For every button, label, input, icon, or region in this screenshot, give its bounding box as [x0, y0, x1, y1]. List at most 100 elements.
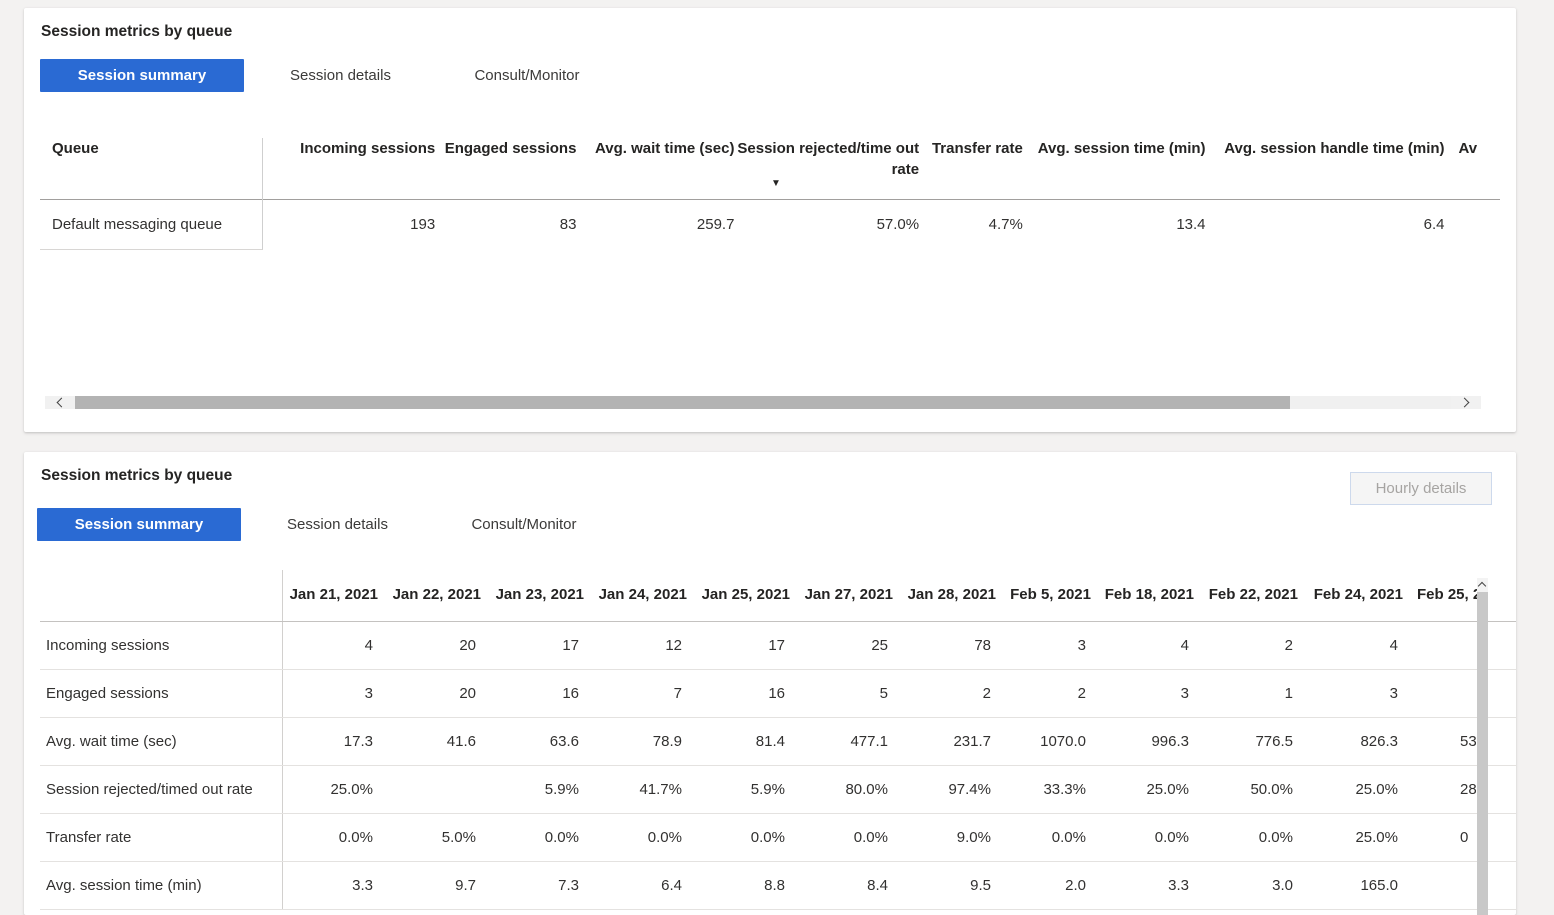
matrix-cell: 17	[768, 637, 785, 654]
scroll-right-button[interactable]	[1451, 396, 1481, 409]
matrix-cell: 5	[879, 685, 888, 702]
matrix-cell: 3.3	[1168, 877, 1189, 894]
matrix-cell: 3	[1077, 637, 1086, 654]
table-row[interactable]: Default messaging queue 193 83 259.7 57.…	[40, 200, 1500, 250]
chevron-up-icon	[1477, 581, 1487, 591]
matrix-row-label: Transfer rate	[40, 814, 283, 861]
matrix-cell: 50.0%	[1250, 781, 1293, 798]
matrix-cell: 16	[562, 685, 579, 702]
matrix-cell: 5.0%	[441, 829, 476, 846]
matrix-date-header: Jan 24, 2021	[598, 586, 687, 603]
column-header-transfer-rate[interactable]: Transfer rate	[931, 140, 1023, 157]
matrix-cell: 41.7%	[639, 781, 682, 798]
column-header-session-rejected-rate[interactable]: Session rejected/time out rate	[737, 140, 920, 178]
queue-metrics-table: Queue Incoming sessions Engaged sessions…	[40, 130, 1500, 250]
cell-queue-name: Default messaging queue	[40, 200, 264, 250]
matrix-cell: 231.7	[953, 733, 991, 750]
matrix-cell: 25.0%	[1355, 781, 1398, 798]
tab-bar: Session summary Session details Consult/…	[40, 59, 617, 92]
matrix-cell: 4	[1389, 637, 1398, 654]
matrix-cell: 28	[1460, 781, 1477, 798]
column-header-engaged-sessions[interactable]: Engaged sessions	[444, 140, 577, 157]
cell-session-rejected-rate: 57.0%	[876, 216, 920, 233]
vertical-scrollbar[interactable]	[1477, 578, 1488, 915]
matrix-cell: 17.3	[343, 733, 373, 750]
matrix-cell: 2	[1077, 685, 1086, 702]
matrix-cell: 826.3	[1360, 733, 1398, 750]
column-header-clipped[interactable]: Av	[1458, 140, 1478, 157]
matrix-cell	[1403, 622, 1516, 669]
matrix-cell: 25.0%	[330, 781, 373, 798]
matrix-date-header: Feb 25, 2	[1417, 586, 1482, 603]
table-header-row: Queue Incoming sessions Engaged sessions…	[40, 130, 1500, 208]
matrix-cell: 80.0%	[845, 781, 888, 798]
matrix-cell: 9.5	[970, 877, 991, 894]
matrix-date-header: Jan 25, 2021	[701, 586, 790, 603]
cell-engaged-sessions: 83	[559, 216, 577, 233]
matrix-cell: 81.4	[755, 733, 785, 750]
column-header-avg-session-handle-time[interactable]: Avg. session handle time (min)	[1224, 140, 1445, 157]
matrix-cell: 9.7	[455, 877, 476, 894]
matrix-date-header: Feb 18, 2021	[1104, 586, 1194, 603]
tab-consult-monitor[interactable]: Consult/Monitor	[471, 516, 577, 533]
matrix-cell: 3	[1389, 685, 1398, 702]
column-header-queue[interactable]: Queue	[40, 138, 264, 208]
tab-consult-monitor[interactable]: Consult/Monitor	[474, 67, 580, 84]
matrix-row: Avg. session time (min) 3.3 9.7 7.3 6.4 8.8 8.…	[40, 862, 1516, 910]
sort-descending-icon[interactable]: ▼	[771, 178, 781, 189]
tab-bar: Session summary Session details Consult/…	[37, 508, 614, 541]
matrix-cell: 2.0	[1065, 877, 1086, 894]
cell-avg-session-time: 13.4	[1176, 216, 1206, 233]
matrix-cell: 5.9%	[544, 781, 579, 798]
matrix-cell: 0.0%	[647, 829, 682, 846]
matrix-cell: 53	[1460, 733, 1477, 750]
scroll-left-button[interactable]	[45, 396, 75, 409]
matrix-cell: 8.8	[764, 877, 785, 894]
tab-session-details[interactable]: Session details	[287, 516, 388, 533]
panel-title: Session metrics by queue	[41, 467, 233, 484]
matrix-cell: 0	[1460, 829, 1469, 846]
tab-session-details[interactable]: Session details	[290, 67, 391, 84]
horizontal-scrollbar[interactable]	[45, 396, 1481, 409]
chevron-left-icon	[56, 397, 67, 408]
matrix-cell: 33.3%	[1043, 781, 1086, 798]
matrix-row-label: Session rejected/timed out rate	[40, 766, 283, 813]
column-header-avg-session-time[interactable]: Avg. session time (min)	[1037, 140, 1206, 157]
matrix-cell	[378, 766, 481, 813]
matrix-cell: 1070.0	[1040, 733, 1086, 750]
column-header-incoming-sessions[interactable]: Incoming sessions	[300, 140, 436, 157]
matrix-cell: 97.4%	[948, 781, 991, 798]
matrix-cell: 9.0%	[956, 829, 991, 846]
matrix-corner-cell	[40, 570, 283, 621]
matrix-cell: 0.0%	[1051, 829, 1086, 846]
matrix-cell: 2	[1284, 637, 1293, 654]
matrix-cell: 6.4	[661, 877, 682, 894]
matrix-cell: 3.3	[352, 877, 373, 894]
matrix-row-label: Avg. session time (min)	[40, 862, 283, 909]
matrix-row: Engaged sessions 3 20 16 7 16 5 2 2 3 1 3	[40, 670, 1516, 718]
matrix-row: Incoming sessions 4 20 17 12 17 25 78 3 4 2 4	[40, 622, 1516, 670]
tab-session-summary[interactable]: Session summary	[37, 508, 241, 541]
cell-avg-session-handle-time: 6.4	[1423, 216, 1445, 233]
hourly-details-button[interactable]: Hourly details	[1350, 472, 1492, 505]
matrix-cell: 3	[1180, 685, 1189, 702]
matrix-cell: 0.0%	[1154, 829, 1189, 846]
matrix-row: Session rejected/timed out rate 25.0% 5.9%…	[40, 766, 1516, 814]
matrix-cell: 3.0	[1272, 877, 1293, 894]
matrix-cell: 2	[982, 685, 991, 702]
cell-avg-wait-time: 259.7	[696, 216, 735, 233]
matrix-cell: 16	[768, 685, 785, 702]
panel-title: Session metrics by queue	[41, 23, 233, 40]
chevron-right-icon	[1459, 397, 1470, 408]
matrix-cell: 1	[1284, 685, 1293, 702]
scroll-up-button[interactable]	[1477, 578, 1488, 592]
matrix-cell: 20	[459, 637, 476, 654]
matrix-cell: 20	[459, 685, 476, 702]
column-header-avg-wait-time[interactable]: Avg. wait time (sec)	[594, 140, 735, 157]
matrix-cell: 3	[364, 685, 373, 702]
matrix-cell: 165.0	[1360, 877, 1398, 894]
vertical-scrollbar-thumb[interactable]	[1477, 592, 1488, 915]
matrix-cell: 7	[673, 685, 682, 702]
tab-session-summary[interactable]: Session summary	[40, 59, 244, 92]
horizontal-scrollbar-thumb[interactable]	[75, 396, 1290, 409]
